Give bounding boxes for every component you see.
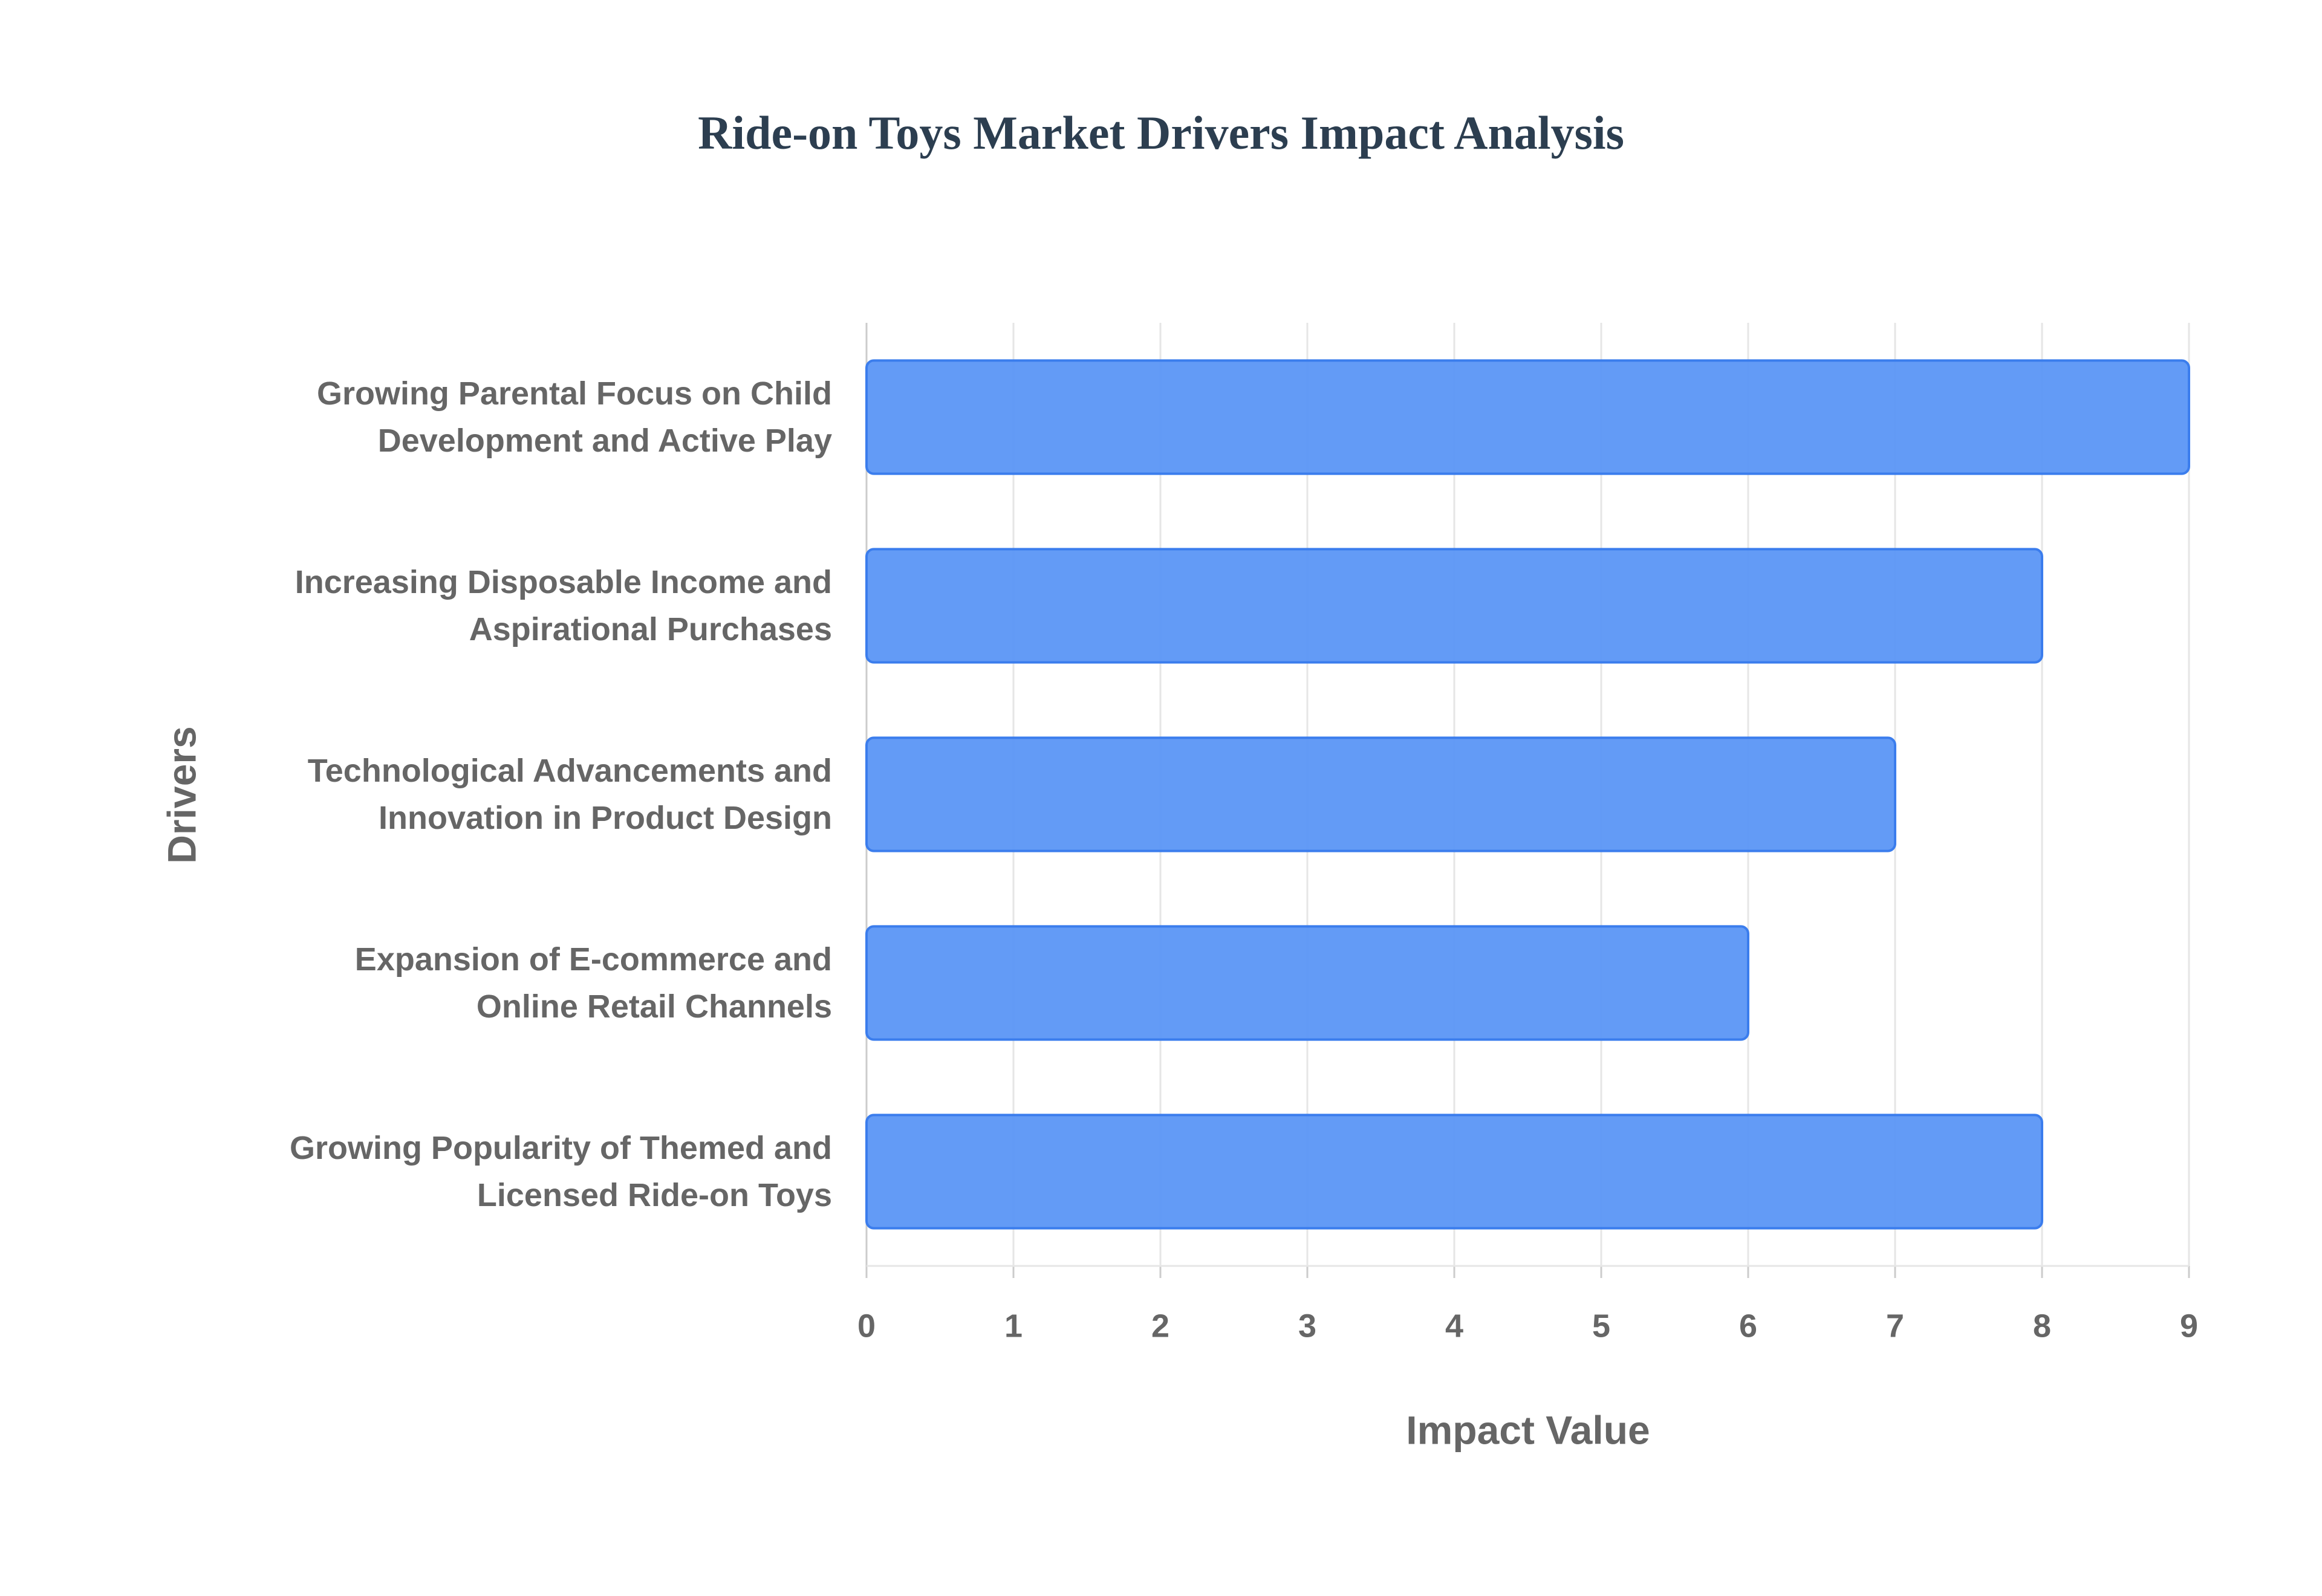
bar	[865, 548, 2043, 664]
chart-title: Ride-on Toys Market Drivers Impact Analy…	[698, 106, 1624, 159]
y-tick-label: Expansion of E-commerce and Online Retai…	[354, 941, 832, 1025]
x-tick-label: 6	[1739, 1308, 1757, 1344]
y-tick-label: Growing Popularity of Themed and License…	[289, 1130, 832, 1213]
bar	[865, 736, 1896, 852]
x-tick-label: 0	[857, 1308, 876, 1344]
y-tick-label: Technological Advancements and Innovatio…	[307, 753, 832, 836]
bar	[865, 925, 1749, 1041]
bar	[865, 1114, 2043, 1230]
y-axis-label: Drivers	[159, 726, 204, 864]
x-tick-label: 7	[1886, 1308, 1904, 1344]
x-tick-label: 5	[1592, 1308, 1610, 1344]
x-tick-label: 3	[1298, 1308, 1316, 1344]
x-tick-label: 1	[1004, 1308, 1023, 1344]
bar	[865, 359, 2190, 475]
x-tick-label: 2	[1151, 1308, 1169, 1344]
y-tick-label: Increasing Disposable Income and Aspirat…	[294, 564, 832, 647]
x-tick-label: 8	[2033, 1308, 2051, 1344]
x-tick-label: 4	[1445, 1308, 1463, 1344]
y-tick-label: Growing Parental Focus on Child Developm…	[316, 375, 832, 459]
x-tick-label: 9	[2180, 1308, 2198, 1344]
x-axis-label: Impact Value	[1406, 1407, 1650, 1452]
